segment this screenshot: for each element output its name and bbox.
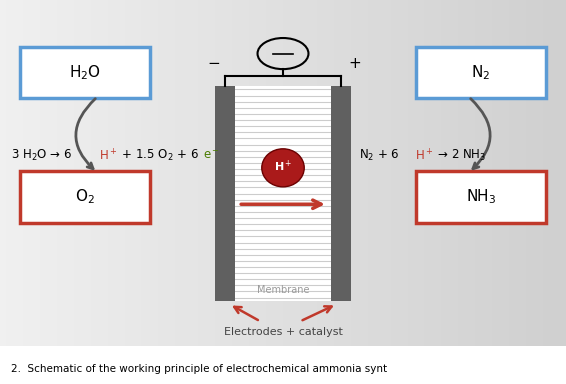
Text: e$^-$: e$^-$ xyxy=(203,149,220,162)
Bar xyxy=(215,86,235,301)
Text: N$_2$ + 6: N$_2$ + 6 xyxy=(359,148,401,163)
Text: O$_2$: O$_2$ xyxy=(75,188,95,206)
Bar xyxy=(235,86,331,301)
FancyBboxPatch shape xyxy=(416,46,546,98)
Text: 3 H$_2$O → 6: 3 H$_2$O → 6 xyxy=(11,148,73,163)
FancyBboxPatch shape xyxy=(416,171,546,223)
FancyBboxPatch shape xyxy=(20,171,150,223)
Bar xyxy=(331,86,351,301)
Text: H$^+$: H$^+$ xyxy=(274,159,292,174)
Text: H$^+$: H$^+$ xyxy=(99,148,118,163)
Text: → 2 NH$_3$: → 2 NH$_3$ xyxy=(434,148,487,163)
Text: + 1.5 O$_2$ + 6: + 1.5 O$_2$ + 6 xyxy=(118,148,199,163)
FancyBboxPatch shape xyxy=(20,46,150,98)
Ellipse shape xyxy=(261,149,305,187)
Text: −: − xyxy=(208,56,220,71)
Text: +: + xyxy=(349,56,361,71)
Text: Membrane: Membrane xyxy=(257,285,309,295)
Text: Electrodes + catalyst: Electrodes + catalyst xyxy=(224,327,342,337)
Text: H$^+$: H$^+$ xyxy=(415,148,434,163)
Text: N$_2$: N$_2$ xyxy=(471,63,491,82)
Text: 2.  Schematic of the working principle of electrochemical ammonia synt: 2. Schematic of the working principle of… xyxy=(11,364,388,374)
Text: NH$_3$: NH$_3$ xyxy=(466,188,496,206)
Text: H$_2$O: H$_2$O xyxy=(69,63,101,82)
